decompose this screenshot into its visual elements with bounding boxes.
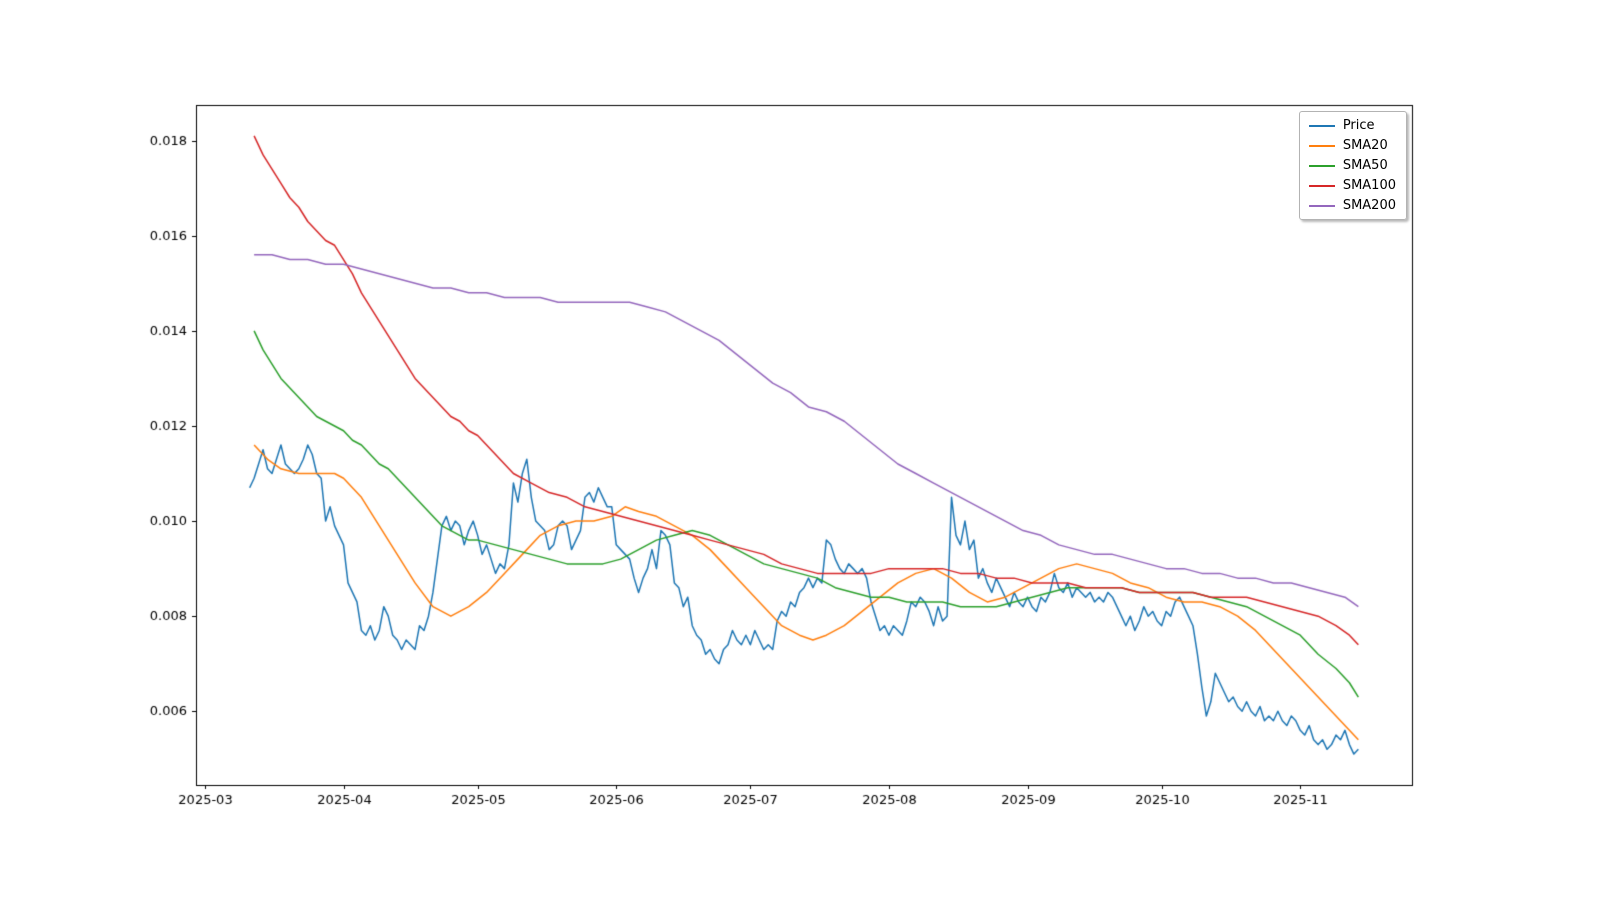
legend-label: SMA100 xyxy=(1342,178,1396,193)
legend-line-swatch xyxy=(1308,144,1335,147)
legend-label: SMA50 xyxy=(1342,158,1388,173)
legend-line-swatch xyxy=(1308,204,1335,207)
legend-label: SMA200 xyxy=(1342,198,1396,213)
legend-entry: SMA100 xyxy=(1308,178,1396,193)
legend-label: SMA20 xyxy=(1342,138,1388,153)
legend-entry: SMA20 xyxy=(1308,138,1396,153)
chart-legend: Price SMA20 SMA50 SMA100 SMA200 xyxy=(1298,111,1407,220)
legend-entry: Price xyxy=(1308,118,1396,133)
legend-line-swatch xyxy=(1308,124,1335,127)
legend-entry: SMA200 xyxy=(1308,198,1396,213)
legend-entry: SMA50 xyxy=(1308,158,1396,173)
legend-line-swatch xyxy=(1308,164,1335,167)
legend-label: Price xyxy=(1342,118,1375,133)
legend-line-swatch xyxy=(1308,184,1335,187)
